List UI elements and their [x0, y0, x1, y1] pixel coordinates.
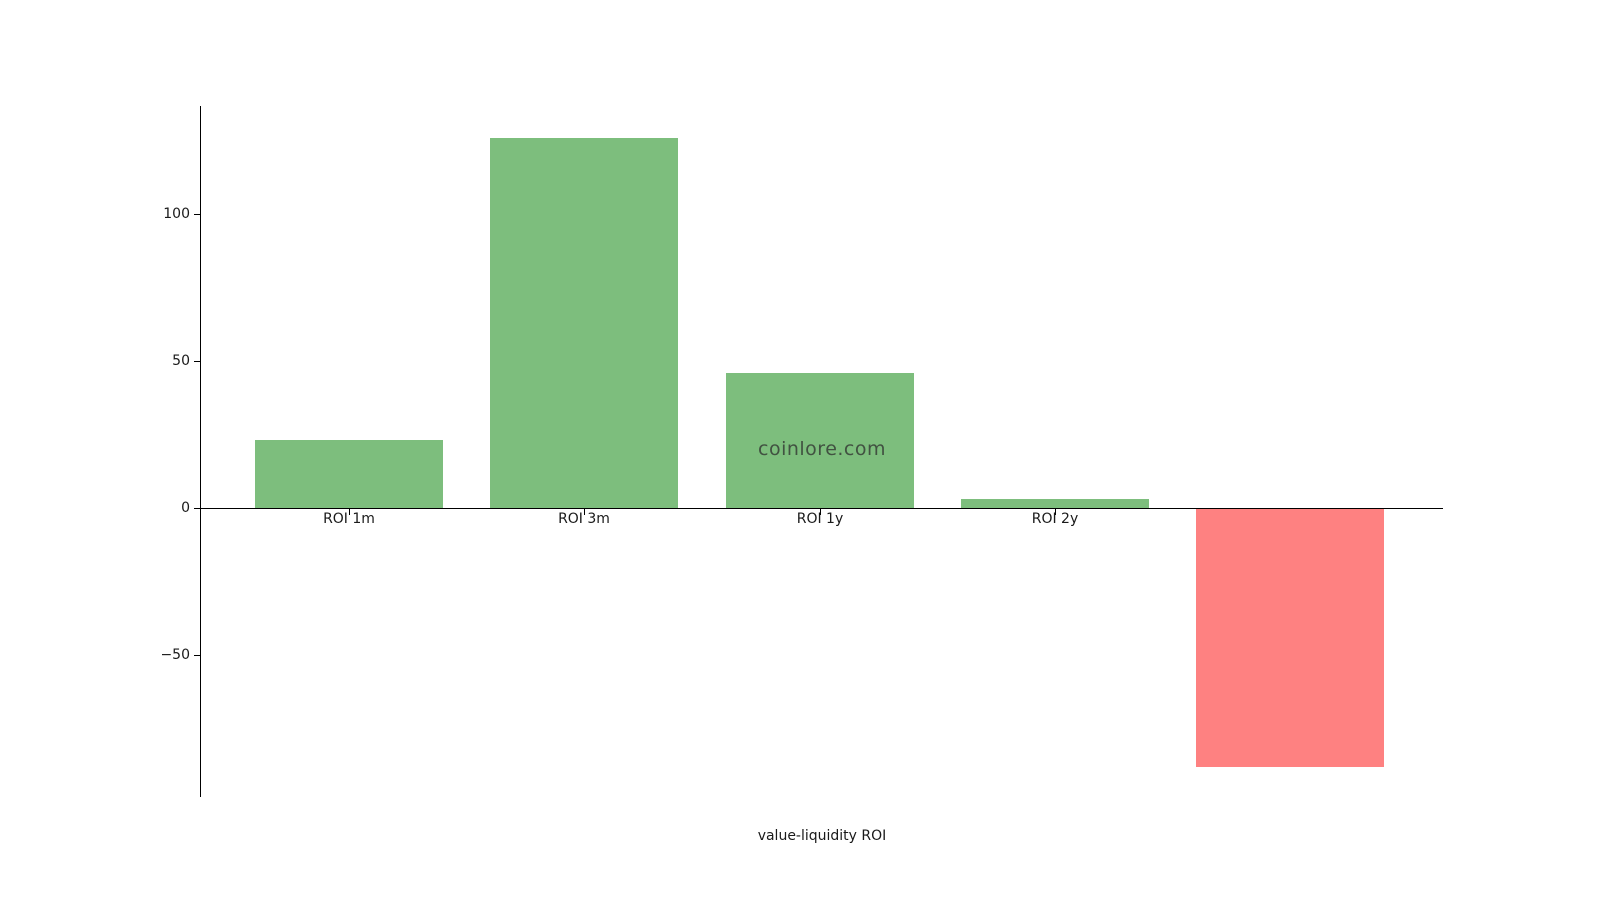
x-tick-mark — [820, 509, 821, 515]
y-tick-label: 100 — [163, 206, 190, 222]
y-axis-spine — [200, 106, 201, 797]
x-tick-label: ROI 1y — [796, 511, 844, 527]
y-tick-mark — [194, 214, 200, 215]
x-axis-title: value-liquidity ROI — [757, 828, 887, 844]
bar-roi-1m — [255, 440, 444, 508]
bar-negative-4 — [1196, 509, 1385, 768]
y-tick-mark — [194, 361, 200, 362]
y-tick-mark — [194, 655, 200, 656]
y-tick-label: −50 — [160, 647, 190, 663]
watermark-text: coinlore.com — [758, 438, 886, 460]
y-tick-mark — [194, 508, 200, 509]
y-tick-label: 0 — [181, 500, 190, 516]
x-tick-mark — [584, 509, 585, 515]
x-axis-zero-line — [201, 508, 1443, 509]
y-tick-label: 50 — [172, 353, 190, 369]
x-tick-mark — [349, 509, 350, 515]
x-tick-mark — [1055, 509, 1056, 515]
x-tick-label: ROI 3m — [558, 511, 610, 527]
x-tick-label: ROI 2y — [1031, 511, 1079, 527]
bar-roi-1y — [725, 372, 914, 508]
x-tick-label: ROI 1m — [323, 511, 375, 527]
bar-roi-3m — [490, 137, 679, 508]
bar-roi-2y — [960, 498, 1149, 508]
